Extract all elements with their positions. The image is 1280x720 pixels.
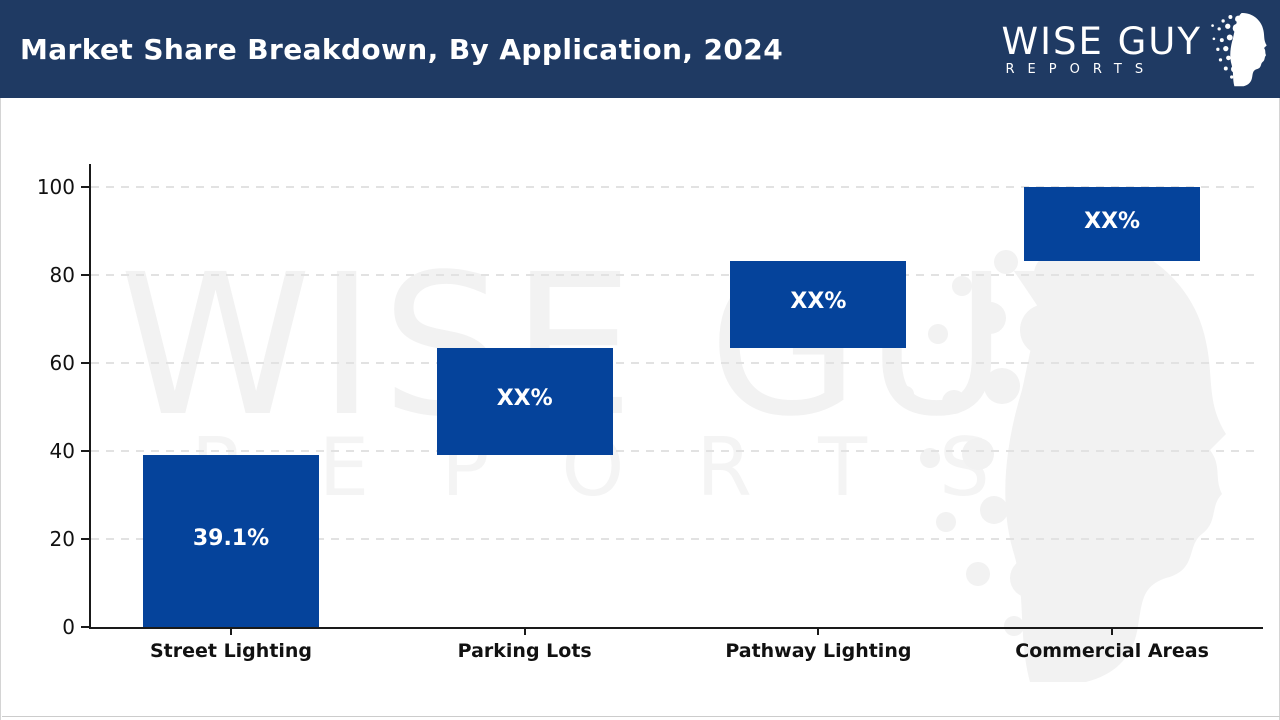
chart-canvas: WISE GUY REPORTS 0 20 40 60 80 100 39.1% Street… [0, 98, 1280, 720]
waterfall-chart: 0 20 40 60 80 100 39.1% Street Lighting XX% Parki… [1, 98, 1280, 720]
bar-parking-lots: XX% [436, 348, 613, 455]
y-tick-label: 100 [36, 175, 75, 199]
x-tick-mark [230, 629, 232, 635]
wise-guy-reports-logo: WISE GUY REPORTS [1002, 11, 1270, 87]
x-tick-mark [523, 629, 526, 635]
bar-value-label: 39.1% [192, 525, 270, 551]
x-tick-label: Parking Lots [457, 640, 592, 662]
gridline-80 [91, 274, 1254, 276]
dotted-face-logo-icon [1211, 12, 1267, 87]
logo-text: WISE GUY REPORTS [1002, 23, 1202, 76]
y-tick-label: 20 [49, 527, 75, 551]
gridline-20 [91, 538, 1254, 540]
y-tick-mark [81, 362, 89, 364]
y-tick-mark [81, 186, 89, 188]
y-tick-label: 0 [62, 615, 75, 639]
bar-pathway-lighting: XX% [730, 260, 907, 349]
y-tick-label: 60 [49, 351, 75, 375]
y-axis-line [89, 164, 91, 629]
bar-street-lighting: 39.1% [143, 454, 319, 627]
x-tick-label: Commercial Areas [1015, 640, 1209, 662]
x-tick-mark [1111, 629, 1114, 635]
logo-wordmark: WISE GUY [1001, 19, 1202, 63]
y-tick-label: 80 [49, 263, 75, 287]
y-tick-mark [81, 538, 89, 540]
bar-value-label: XX% [1084, 208, 1141, 234]
gridline-100 [91, 186, 1254, 188]
bar-value-label: XX% [790, 289, 847, 315]
x-tick-label: Street Lighting [149, 640, 313, 662]
bar-commercial-areas: XX% [1024, 187, 1201, 261]
gridline-40 [91, 450, 1254, 452]
bar-value-label: XX% [496, 386, 553, 412]
bottom-border [2, 716, 1280, 717]
y-tick-mark [81, 626, 89, 628]
logo-subtitle: REPORTS [1005, 61, 1157, 77]
header-bar: Market Share Breakdown, By Application, … [0, 0, 1280, 98]
gridline-60 [91, 362, 1254, 364]
x-tick-label: Pathway Lighting [725, 640, 912, 662]
y-tick-mark [81, 450, 89, 452]
y-tick-label: 40 [49, 439, 75, 463]
x-axis-line [89, 627, 1263, 629]
y-tick-mark [81, 274, 89, 276]
x-tick-mark [817, 629, 820, 635]
page-title: Market Share Breakdown, By Application, … [20, 32, 784, 66]
